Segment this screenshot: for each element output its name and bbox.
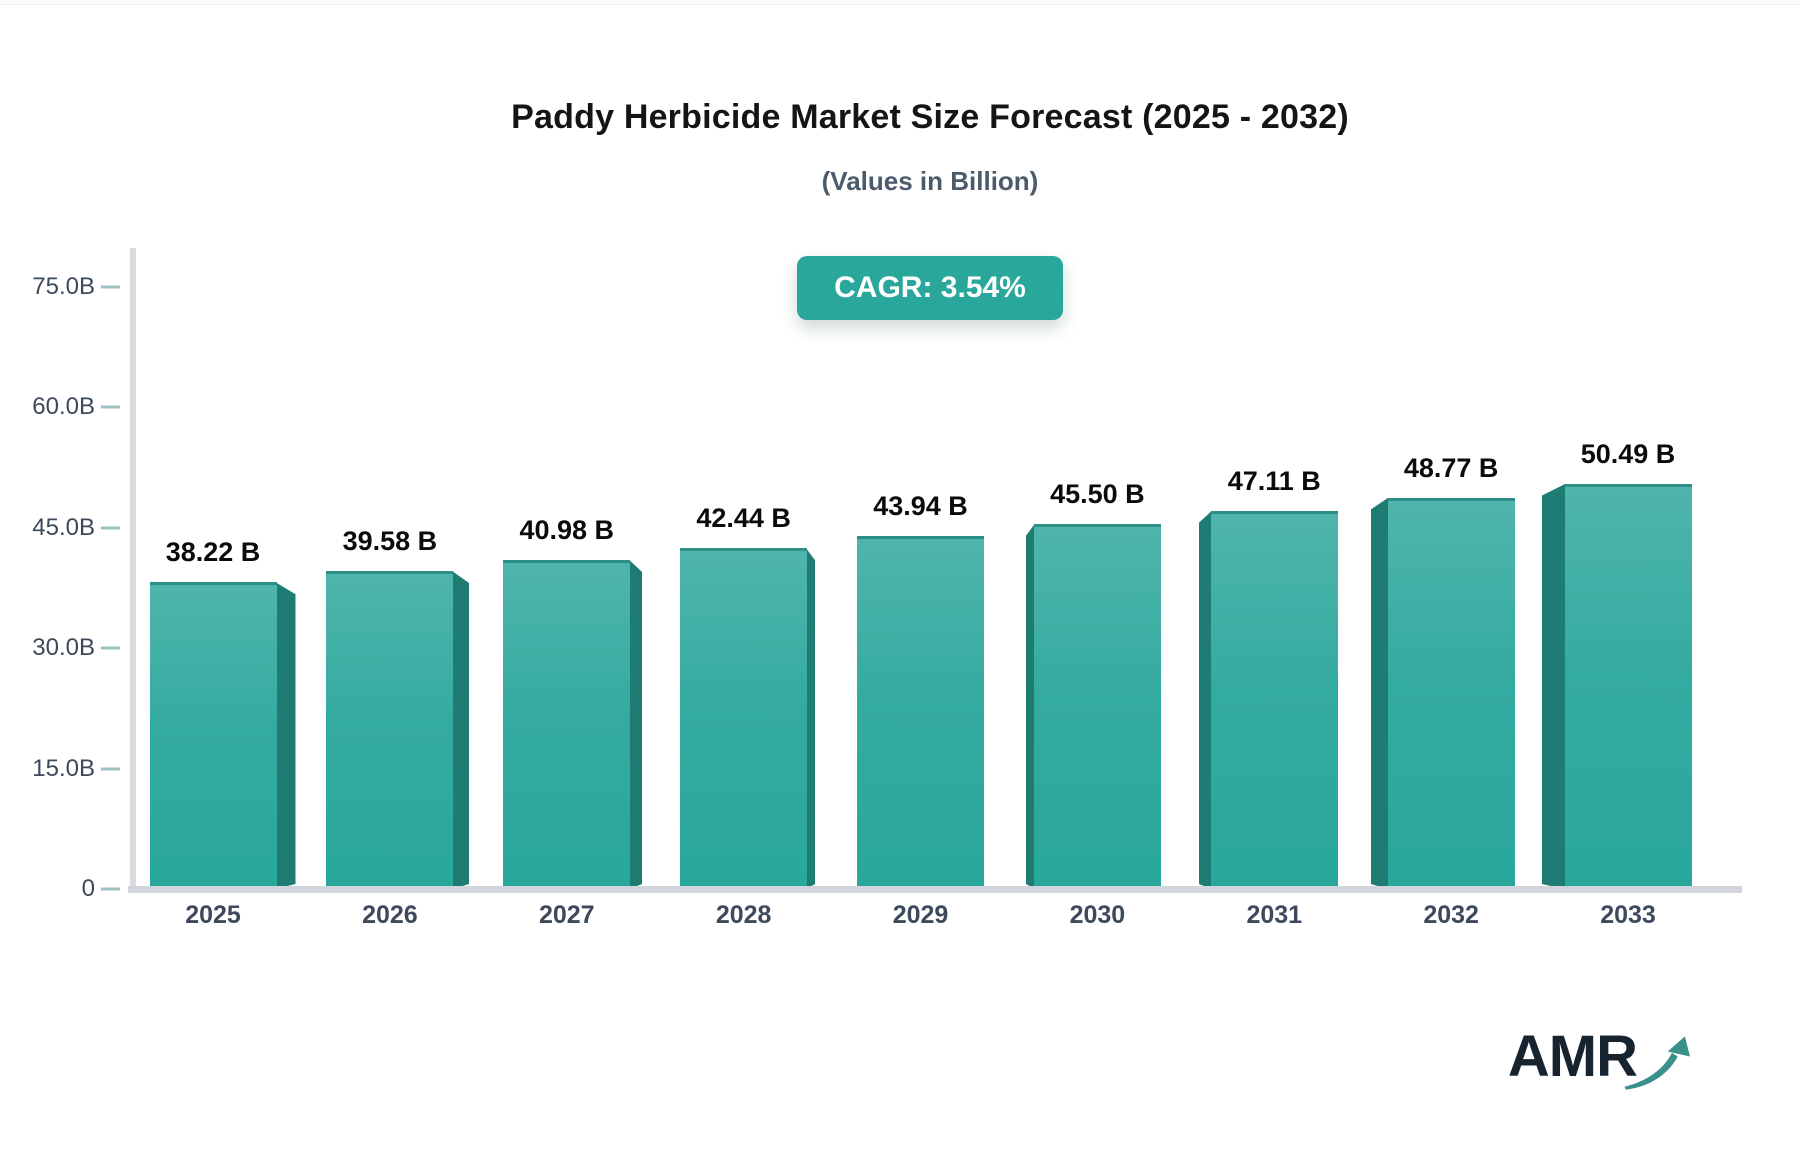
y-axis-line xyxy=(130,248,136,893)
y-axis-tick-mark xyxy=(101,887,120,891)
x-axis-label: 2029 xyxy=(892,901,949,929)
bar-value-label: 48.77 B xyxy=(1403,452,1499,483)
bar-value-label: 43.94 B xyxy=(873,491,968,522)
bar-3d-side xyxy=(629,560,642,889)
x-axis-label: 2026 xyxy=(362,901,418,929)
bar-face xyxy=(326,571,454,889)
y-axis-tick-mark xyxy=(101,767,120,771)
y-axis-tick-label: 15.0B xyxy=(32,754,95,782)
bar-face xyxy=(1387,497,1515,889)
amr-logo: AMR xyxy=(1508,1028,1695,1108)
x-axis-label: 2032 xyxy=(1423,901,1479,929)
y-axis-tick-mark xyxy=(101,526,120,530)
chart-subtitle: (Values in Billion) xyxy=(821,166,1039,196)
x-axis-label: 2025 xyxy=(185,901,241,929)
y-axis-tick-mark xyxy=(101,285,120,289)
bar-value-label: 47.11 B xyxy=(1227,465,1321,496)
bar-face xyxy=(1564,483,1692,889)
x-axis-label: 2031 xyxy=(1246,901,1303,929)
bar-value-label: 45.50 B xyxy=(1050,478,1145,509)
bar-value-label: 38.22 B xyxy=(165,537,261,568)
x-axis-label: 2028 xyxy=(715,901,772,929)
x-axis-label: 2027 xyxy=(538,901,595,929)
bar-3d-side xyxy=(1371,498,1389,889)
x-axis-label: 2030 xyxy=(1069,901,1126,929)
bar-face xyxy=(503,560,631,889)
bar-value-label: 39.58 B xyxy=(342,526,438,557)
top-hairline xyxy=(0,0,1800,5)
bar-3d-side xyxy=(276,582,296,889)
bar-face xyxy=(680,548,808,889)
amr-logo-text: AMR xyxy=(1507,1024,1638,1089)
cagr-badge-wrap: CAGR: 3.54% xyxy=(60,256,1800,320)
bar-value-label: 50.49 B xyxy=(1580,438,1676,469)
y-axis-tick-label: 30.0B xyxy=(32,634,95,662)
y-axis-tick-label: 0 xyxy=(81,875,95,902)
y-axis-tick-label: 45.0B xyxy=(32,513,95,541)
bar-3d-side xyxy=(1026,524,1035,889)
bar-face xyxy=(857,536,984,889)
bar-3d-side xyxy=(1199,511,1212,889)
y-axis-tick-label: 75.0B xyxy=(32,273,95,300)
growth-arrow-icon xyxy=(1624,1036,1690,1090)
bar-face xyxy=(1210,510,1338,889)
y-axis-tick-label: 60.0B xyxy=(32,393,95,421)
y-axis-tick-mark xyxy=(101,646,120,650)
bar-3d-side xyxy=(452,571,469,889)
bar-3d-side xyxy=(1542,484,1566,889)
cagr-badge: CAGR: 3.54% xyxy=(797,256,1063,320)
x-axis-line xyxy=(128,886,1742,893)
bar-face xyxy=(1033,523,1161,889)
y-axis-tick-mark xyxy=(101,405,120,409)
bar-face xyxy=(149,582,277,889)
x-axis-label: 2033 xyxy=(1600,901,1656,929)
bar-value-label: 42.44 B xyxy=(696,503,791,534)
bar-3d-side xyxy=(806,548,815,889)
chart-title: Paddy Herbicide Market Size Forecast (20… xyxy=(511,98,1349,136)
bar-value-label: 40.98 B xyxy=(519,515,615,546)
